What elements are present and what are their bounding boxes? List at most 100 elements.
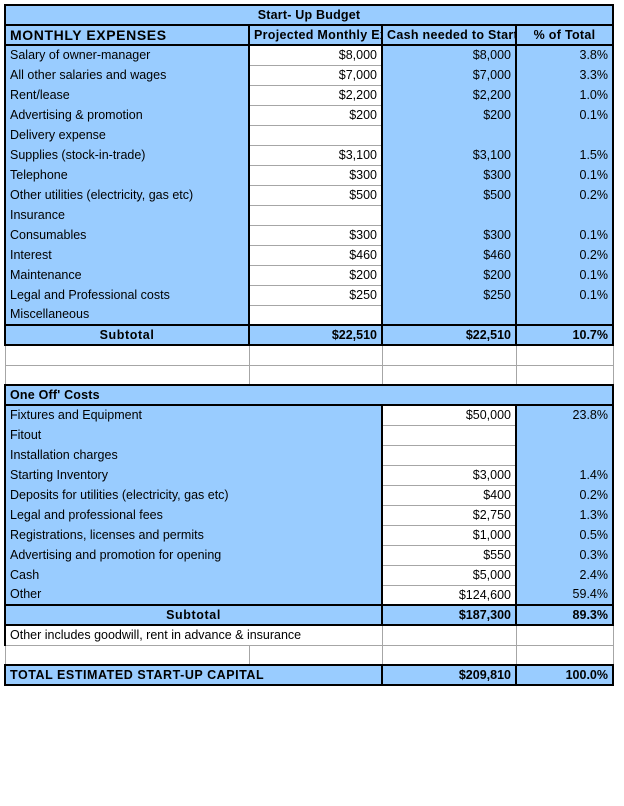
spacer-cell bbox=[382, 345, 517, 366]
expense-percent-value bbox=[516, 305, 614, 325]
one-off-percent-value: 1.3% bbox=[516, 505, 614, 525]
table-row: Legal and professional fees $2,750 1.3% bbox=[4, 505, 614, 526]
expense-cash-value: $3,100 bbox=[382, 145, 517, 165]
one-off-amount-value[interactable]: $550 bbox=[381, 545, 517, 566]
one-off-label: Fitout bbox=[4, 425, 382, 445]
expense-projected-value[interactable]: $2,200 bbox=[249, 85, 383, 106]
table-row: Deposits for utilities (electricity, gas… bbox=[4, 485, 614, 506]
table-row: Rent/lease $2,200 $2,200 1.0% bbox=[4, 85, 614, 106]
expense-label: Delivery expense bbox=[4, 125, 250, 145]
expense-percent-value bbox=[516, 205, 614, 225]
one-off-amount-value[interactable]: $2,750 bbox=[381, 505, 517, 526]
column-header-monthly-expenses: MONTHLY EXPENSES bbox=[4, 25, 250, 46]
expense-percent-value: 0.1% bbox=[516, 225, 614, 245]
one-off-amount-value[interactable] bbox=[381, 425, 517, 446]
table-row: Starting Inventory $3,000 1.4% bbox=[4, 465, 614, 486]
table-row: Salary of owner-manager $8,000 $8,000 3.… bbox=[4, 45, 614, 66]
expense-projected-value[interactable]: $250 bbox=[249, 285, 383, 306]
one-off-label: Deposits for utilities (electricity, gas… bbox=[4, 485, 382, 505]
one-off-amount-value[interactable]: $50,000 bbox=[381, 405, 517, 426]
spacer-cell bbox=[516, 645, 614, 665]
one-off-percent-value: 59.4% bbox=[516, 585, 614, 605]
one-off-costs-heading-row: One Off' Costs bbox=[4, 384, 614, 406]
one-off-amount-value[interactable]: $5,000 bbox=[381, 565, 517, 586]
one-off-label: Cash bbox=[4, 565, 382, 585]
expense-percent-value: 0.1% bbox=[516, 105, 614, 125]
expense-cash-value: $2,200 bbox=[382, 85, 517, 105]
column-header-percent-of-total: % of Total bbox=[516, 25, 614, 46]
table-row: All other salaries and wages $7,000 $7,0… bbox=[4, 65, 614, 86]
spacer-cell bbox=[4, 645, 250, 665]
one-off-percent-value: 0.5% bbox=[516, 525, 614, 545]
expense-label: Supplies (stock-in-trade) bbox=[4, 145, 250, 165]
expense-percent-value: 3.8% bbox=[516, 45, 614, 65]
expense-projected-value[interactable]: $3,100 bbox=[249, 145, 383, 166]
budget-body: Start- Up Budget MONTHLY EXPENSES Projec… bbox=[4, 4, 614, 686]
expense-cash-value: $8,000 bbox=[382, 45, 517, 65]
one-off-label: Legal and professional fees bbox=[4, 505, 382, 525]
grand-total-row: TOTAL ESTIMATED START-UP CAPITAL $209,81… bbox=[4, 664, 614, 686]
expense-projected-value[interactable]: $460 bbox=[249, 245, 383, 266]
expense-projected-value[interactable] bbox=[249, 205, 383, 226]
table-row: Cash $5,000 2.4% bbox=[4, 565, 614, 586]
expense-projected-value[interactable]: $500 bbox=[249, 185, 383, 206]
expense-label: Consumables bbox=[4, 225, 250, 245]
one-off-amount-value[interactable]: $1,000 bbox=[381, 525, 517, 546]
table-row: Supplies (stock-in-trade) $3,100 $3,100 … bbox=[4, 145, 614, 166]
expense-projected-value[interactable]: $300 bbox=[249, 225, 383, 246]
table-row: Fitout bbox=[4, 425, 614, 446]
one-off-label: Other bbox=[4, 585, 382, 605]
expense-percent-value: 0.2% bbox=[516, 185, 614, 205]
expense-label: Salary of owner-manager bbox=[4, 45, 250, 65]
expense-cash-value: $460 bbox=[382, 245, 517, 265]
expense-label: All other salaries and wages bbox=[4, 65, 250, 85]
expense-percent-value: 1.0% bbox=[516, 85, 614, 105]
expense-label: Advertising & promotion bbox=[4, 105, 250, 125]
expense-projected-value[interactable]: $8,000 bbox=[249, 45, 383, 66]
expense-projected-value[interactable]: $200 bbox=[249, 105, 383, 126]
one-off-percent-value bbox=[516, 425, 614, 445]
expense-cash-value bbox=[382, 125, 517, 145]
spacer-cell bbox=[382, 365, 517, 385]
expense-label: Legal and Professional costs bbox=[4, 285, 250, 305]
spacer-row bbox=[4, 645, 614, 665]
monthly-subtotal-projected: $22,510 bbox=[249, 324, 383, 346]
expense-percent-value: 0.2% bbox=[516, 245, 614, 265]
spacer-cell bbox=[382, 645, 517, 665]
note-spacer-cell bbox=[382, 625, 517, 646]
spacer-cell bbox=[4, 345, 250, 366]
note-spacer-cell bbox=[516, 625, 614, 646]
expense-percent-value: 3.3% bbox=[516, 65, 614, 85]
expense-label: Insurance bbox=[4, 205, 250, 225]
monthly-subtotal-label: Subtotal bbox=[4, 324, 250, 346]
table-row: Consumables $300 $300 0.1% bbox=[4, 225, 614, 246]
spacer-cell bbox=[516, 365, 614, 385]
expense-label: Telephone bbox=[4, 165, 250, 185]
table-row: Miscellaneous bbox=[4, 305, 614, 326]
column-header-cash-needed-to-start: Cash needed to Start bbox=[382, 25, 517, 46]
spacer-cell bbox=[516, 345, 614, 366]
expense-projected-value[interactable]: $300 bbox=[249, 165, 383, 186]
one-off-amount-value[interactable]: $124,600 bbox=[381, 585, 517, 606]
one-off-costs-note: Other includes goodwill, rent in advance… bbox=[4, 625, 383, 646]
expense-label: Maintenance bbox=[4, 265, 250, 285]
table-row: Other utilities (electricity, gas etc) $… bbox=[4, 185, 614, 206]
one-off-label: Fixtures and Equipment bbox=[4, 405, 382, 425]
expense-cash-value bbox=[382, 205, 517, 225]
one-off-amount-value[interactable] bbox=[381, 445, 517, 466]
one-off-amount-value[interactable]: $3,000 bbox=[381, 465, 517, 486]
table-row: Insurance bbox=[4, 205, 614, 226]
title-row: Start- Up Budget bbox=[4, 4, 614, 26]
spacer-cell bbox=[249, 645, 383, 665]
one-off-subtotal-percent: 89.3% bbox=[516, 604, 614, 626]
expense-projected-value[interactable] bbox=[249, 125, 383, 146]
expense-projected-value[interactable]: $200 bbox=[249, 265, 383, 286]
table-row: Installation charges bbox=[4, 445, 614, 466]
table-row: Legal and Professional costs $250 $250 0… bbox=[4, 285, 614, 306]
one-off-label: Advertising and promotion for opening bbox=[4, 545, 382, 565]
expense-projected-value[interactable] bbox=[249, 305, 383, 326]
expense-projected-value[interactable]: $7,000 bbox=[249, 65, 383, 86]
one-off-amount-value[interactable]: $400 bbox=[381, 485, 517, 506]
start-up-budget-table: Start- Up Budget MONTHLY EXPENSES Projec… bbox=[4, 4, 614, 686]
